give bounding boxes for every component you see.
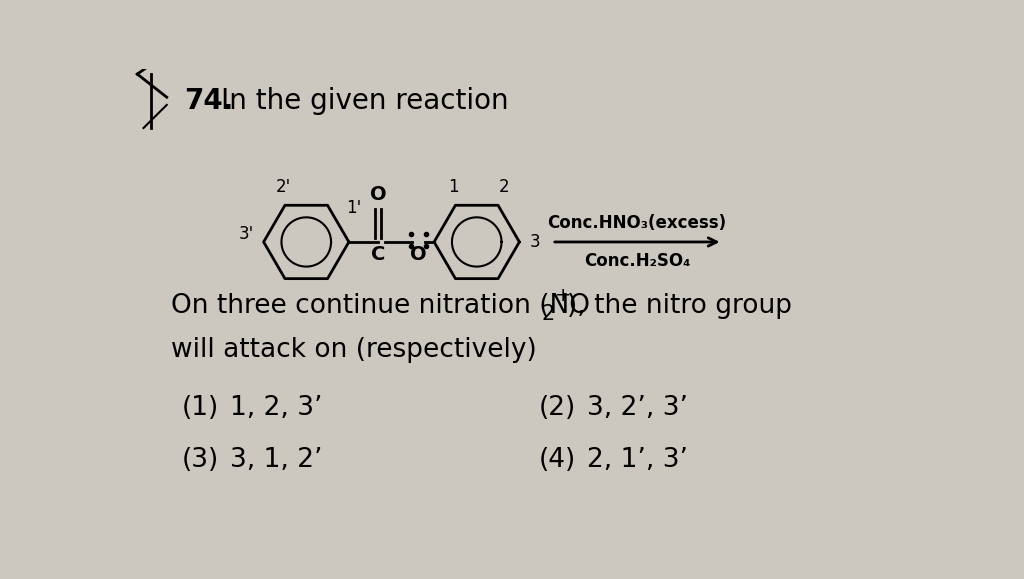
Text: O: O — [411, 245, 427, 264]
Text: C: C — [371, 245, 385, 264]
Text: (2): (2) — [539, 394, 575, 420]
Text: 3, 1, 2’: 3, 1, 2’ — [230, 447, 323, 473]
Text: 3: 3 — [529, 233, 541, 251]
Text: 3': 3' — [239, 225, 254, 243]
Text: 2: 2 — [499, 178, 510, 196]
Text: 2, 1’, 3’: 2, 1’, 3’ — [587, 447, 688, 473]
Text: 1, 2, 3’: 1, 2, 3’ — [230, 394, 323, 420]
Text: (1): (1) — [182, 394, 219, 420]
Text: 74.: 74. — [183, 87, 233, 115]
Text: 3, 2’, 3’: 3, 2’, 3’ — [587, 394, 688, 420]
Text: will attack on (respectively): will attack on (respectively) — [171, 337, 537, 363]
Text: 1: 1 — [449, 178, 459, 196]
Text: Conc.H₂SO₄: Conc.H₂SO₄ — [584, 252, 690, 270]
Text: Conc.HNO₃(excess): Conc.HNO₃(excess) — [548, 214, 727, 232]
Text: ), the nitro group: ), the nitro group — [567, 293, 793, 319]
Text: On three continue nitration (NO: On three continue nitration (NO — [171, 293, 590, 319]
Text: In the given reaction: In the given reaction — [221, 87, 509, 115]
Text: (3): (3) — [182, 447, 219, 473]
Text: 1': 1' — [346, 199, 361, 218]
Text: 2': 2' — [275, 178, 291, 196]
Text: (4): (4) — [539, 447, 575, 473]
Text: 2: 2 — [542, 305, 555, 324]
Text: O: O — [370, 185, 387, 204]
Text: +: + — [555, 287, 571, 305]
